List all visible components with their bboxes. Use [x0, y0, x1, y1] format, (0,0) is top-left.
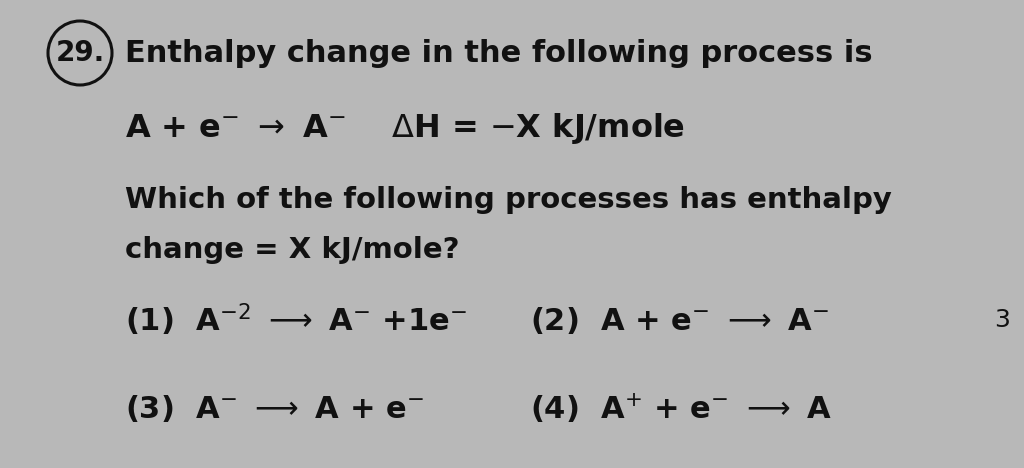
- Text: 3: 3: [994, 308, 1010, 332]
- Text: A + e$^{-}$ $\rightarrow$ A$^{-}$    $\Delta$H = $-$X kJ/mole: A + e$^{-}$ $\rightarrow$ A$^{-}$ $\Delt…: [125, 110, 685, 146]
- Text: change = X kJ/mole?: change = X kJ/mole?: [125, 236, 460, 264]
- Text: Enthalpy change in the following process is: Enthalpy change in the following process…: [125, 38, 872, 67]
- Text: 29.: 29.: [55, 39, 104, 67]
- Circle shape: [48, 21, 112, 85]
- Text: (4)  A$^{+}$ + e$^{-}$ $\longrightarrow$ A: (4) A$^{+}$ + e$^{-}$ $\longrightarrow$ …: [530, 391, 831, 424]
- Text: Which of the following processes has enthalpy: Which of the following processes has ent…: [125, 186, 892, 214]
- Text: (1)  A$^{-2}$ $\longrightarrow$ A$^{-}$ +1e$^{-}$: (1) A$^{-2}$ $\longrightarrow$ A$^{-}$ +…: [125, 302, 467, 338]
- Text: (3)  A$^{-}$ $\longrightarrow$ A + e$^{-}$: (3) A$^{-}$ $\longrightarrow$ A + e$^{-}…: [125, 393, 424, 424]
- Text: (2)  A + e$^{-}$ $\longrightarrow$ A$^{-}$: (2) A + e$^{-}$ $\longrightarrow$ A$^{-}…: [530, 305, 828, 336]
